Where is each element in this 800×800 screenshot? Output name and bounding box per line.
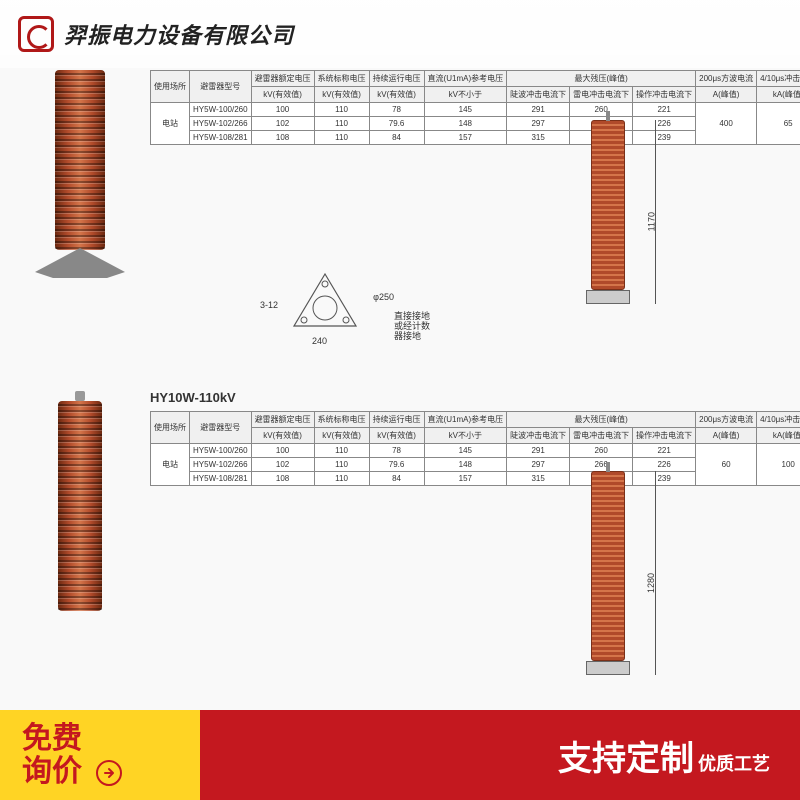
company-logo-icon xyxy=(18,16,54,52)
baseplate-diagram: 3-12 φ250 240 直接接地 或经计数 器接地 xyxy=(290,270,360,332)
footer-tagline: 支持定制 优质工艺 xyxy=(200,710,800,800)
section-hy10w: 使用场所避雷器型号避雷器额定电压系统标称电压持续运行电压直流(U1mA)参考电压… xyxy=(20,411,780,691)
section-title-hy10w: HY10W-110kV xyxy=(150,390,780,405)
dimension-diagram-1: 1170 xyxy=(586,120,630,304)
cta-line2: 询价 xyxy=(22,755,200,788)
company-name: 羿振电力设备有限公司 xyxy=(64,18,294,50)
header-bar: 羿振电力设备有限公司 xyxy=(0,0,800,68)
hole-dia: φ250 xyxy=(373,292,394,302)
table-row: 电站HY5W-100/26010011078145291260221400655… xyxy=(151,103,800,117)
table-row: 电站HY5W-100/26010011078145291260221601005… xyxy=(151,444,800,458)
spec-table-2: 使用场所避雷器型号避雷器额定电压系统标称电压持续运行电压直流(U1mA)参考电压… xyxy=(150,411,800,486)
height-dimension-2: 1280 xyxy=(655,471,656,675)
base-width: 240 xyxy=(312,336,327,346)
tagline-sub: 优质工艺 xyxy=(698,750,770,776)
arrester-photo-1 xyxy=(20,70,140,278)
footer-banner: 免费 询价 支持定制 优质工艺 xyxy=(0,710,800,800)
tagline-main: 支持定制 xyxy=(558,731,694,780)
ground-note: 直接接地 或经计数 器接地 xyxy=(394,312,430,342)
dimension-diagram-2: 1280 xyxy=(586,471,630,675)
bolt-spec: 3-12 xyxy=(260,300,278,310)
arrester-photo-2 xyxy=(20,391,140,611)
spec-table-1: 使用场所避雷器型号避雷器额定电压系统标称电压持续运行电压直流(U1mA)参考电压… xyxy=(150,70,800,145)
height-dimension-1: 1170 xyxy=(655,120,656,304)
arrow-right-icon xyxy=(96,760,122,786)
catalog-content: 使用场所避雷器型号避雷器额定电压系统标称电压持续运行电压直流(U1mA)参考电压… xyxy=(0,0,800,800)
section-hy5w: 使用场所避雷器型号避雷器额定电压系统标称电压持续运行电压直流(U1mA)参考电压… xyxy=(20,70,780,360)
triangular-base-icon xyxy=(35,248,125,278)
cta-free-quote[interactable]: 免费 询价 xyxy=(0,710,200,800)
cta-line1: 免费 xyxy=(22,722,200,755)
